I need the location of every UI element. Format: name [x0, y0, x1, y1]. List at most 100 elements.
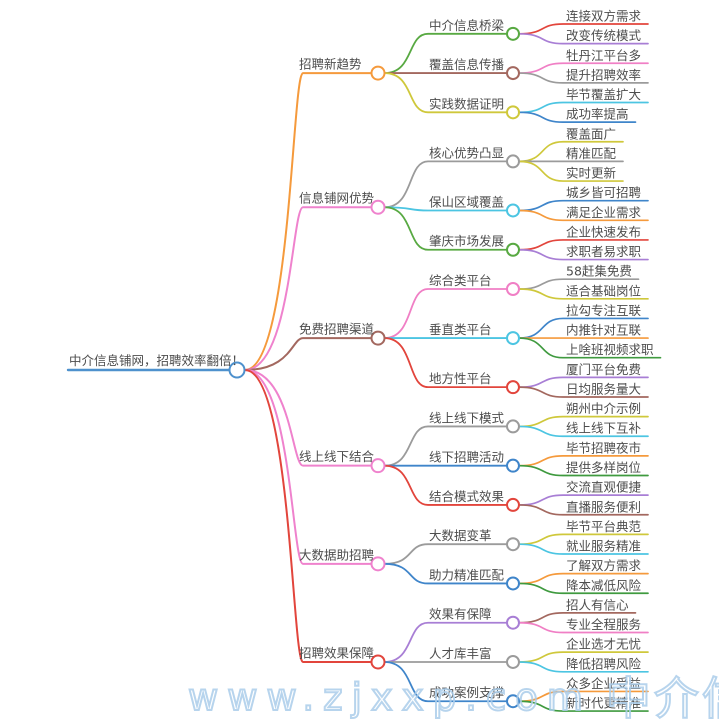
- node-collapse-handle[interactable]: [506, 458, 520, 473]
- node-collapse-handle[interactable]: [506, 694, 520, 709]
- leaf-topic[interactable]: 企业快速发布: [566, 224, 641, 239]
- subtopic[interactable]: 覆盖信息传播: [429, 57, 505, 72]
- leaf-topic[interactable]: 线上线下互补: [566, 421, 642, 436]
- node-collapse-handle[interactable]: [506, 331, 520, 346]
- node-collapse-handle[interactable]: [506, 537, 520, 552]
- leaf-topic[interactable]: 朔州中介示例: [566, 401, 641, 416]
- connector-line: [383, 543, 508, 565]
- branch-topic[interactable]: 信息铺网优势: [299, 191, 375, 206]
- leaf-topic[interactable]: 毕节覆盖扩大: [566, 87, 641, 102]
- subtopic[interactable]: 保山区域覆盖: [429, 194, 504, 209]
- leaf-topic[interactable]: 改变传统模式: [566, 28, 642, 43]
- connector-line: [518, 464, 649, 477]
- node-collapse-handle[interactable]: [370, 556, 386, 572]
- subtopic[interactable]: 地方性平台: [429, 371, 492, 386]
- node-collapse-handle[interactable]: [370, 65, 386, 81]
- leaf-topic[interactable]: 降本减低风险: [566, 578, 642, 593]
- subtopic[interactable]: 成功案例支撑: [429, 685, 505, 700]
- connector-line: [244, 369, 372, 467]
- leaf-topic[interactable]: 降低招聘风险: [566, 656, 642, 671]
- connector-line: [244, 72, 372, 371]
- leaf-topic[interactable]: 成功率提高: [566, 107, 629, 122]
- branch-topic[interactable]: 招聘效果保障: [299, 645, 374, 660]
- node-collapse-handle[interactable]: [370, 199, 386, 215]
- leaf-topic[interactable]: 拉勾专注互联: [566, 303, 642, 318]
- subtopic[interactable]: 大数据变革: [429, 528, 492, 543]
- connector-line: [518, 543, 649, 555]
- leaf-topic[interactable]: 交流直观便捷: [566, 480, 642, 495]
- subtopic[interactable]: 综合类平台: [429, 273, 492, 288]
- subtopic[interactable]: 线下招聘活动: [429, 450, 504, 465]
- connector-line: [383, 562, 508, 585]
- subtopic[interactable]: 线上线下模式: [429, 410, 505, 425]
- leaf-topic[interactable]: 众多企业受益: [566, 676, 641, 691]
- leaf-topic[interactable]: 毕节平台典范: [566, 519, 641, 534]
- subtopic[interactable]: 核心优势凸显: [429, 145, 504, 160]
- branch-topic[interactable]: 免费招聘渠道: [299, 322, 375, 337]
- subtopic[interactable]: 效果有保障: [429, 607, 492, 622]
- node-collapse-handle[interactable]: [506, 654, 520, 669]
- leaf-topic[interactable]: 实时更新: [566, 166, 616, 181]
- connector-line: [383, 425, 508, 467]
- node-collapse-handle[interactable]: [506, 26, 520, 41]
- leaf-topic[interactable]: 招人有信心: [566, 597, 629, 612]
- subtopic[interactable]: 中介信息桥梁: [429, 18, 505, 33]
- leaf-topic[interactable]: 58赶集免费: [566, 264, 632, 279]
- central-topic[interactable]: 中介信息铺网，招聘效率翻倍！: [69, 353, 244, 368]
- node-collapse-handle[interactable]: [506, 203, 520, 218]
- connector-line: [518, 661, 649, 673]
- node-collapse-handle[interactable]: [506, 242, 520, 257]
- leaf-topic[interactable]: 覆盖面广: [566, 126, 616, 141]
- node-collapse-handle[interactable]: [506, 576, 520, 591]
- subtopic[interactable]: 人才库丰富: [429, 646, 492, 661]
- node-collapse-handle[interactable]: [228, 361, 246, 379]
- node-collapse-handle[interactable]: [506, 66, 520, 81]
- leaf-topic[interactable]: 专业全程服务: [566, 617, 641, 632]
- leaf-topic[interactable]: 上啥班视频求职: [566, 342, 654, 357]
- leaf-topic[interactable]: 连接双方需求: [566, 9, 642, 24]
- node-collapse-handle[interactable]: [506, 497, 520, 512]
- subtopic[interactable]: 助力精准匹配: [429, 567, 505, 582]
- node-collapse-handle[interactable]: [370, 458, 386, 474]
- node-collapse-handle[interactable]: [370, 330, 386, 346]
- leaf-topic[interactable]: 日均服务量大: [566, 381, 641, 396]
- node-collapse-handle[interactable]: [506, 380, 520, 395]
- node-collapse-handle[interactable]: [506, 282, 520, 297]
- leaf-topic[interactable]: 满足企业需求: [566, 205, 642, 220]
- branch-topic[interactable]: 线上线下结合: [299, 449, 375, 464]
- connector-line: [518, 700, 649, 712]
- connector-line: [383, 464, 508, 506]
- leaf-topic[interactable]: 求职者易求职: [566, 244, 641, 259]
- leaf-topic[interactable]: 牡丹江平台多: [566, 48, 641, 63]
- connector-line: [383, 206, 508, 251]
- leaf-topic[interactable]: 了解双方需求: [566, 558, 642, 573]
- leaf-topic[interactable]: 企业选才无忧: [566, 637, 641, 652]
- node-collapse-handle[interactable]: [506, 154, 520, 169]
- leaf-topic[interactable]: 新时代更精准: [566, 696, 641, 711]
- node-collapse-handle[interactable]: [370, 654, 386, 670]
- leaf-topic[interactable]: 精准匹配: [566, 146, 617, 161]
- node-collapse-handle[interactable]: [506, 615, 520, 630]
- node-collapse-handle[interactable]: [506, 105, 520, 120]
- connector-line: [518, 32, 649, 45]
- leaf-topic[interactable]: 就业服务精准: [566, 539, 641, 554]
- connector-line: [244, 369, 372, 565]
- node-collapse-handle[interactable]: [506, 419, 520, 434]
- leaf-topic[interactable]: 直播服务便利: [566, 499, 641, 514]
- leaf-topic[interactable]: 适合基础岗位: [566, 283, 641, 298]
- subtopic[interactable]: 肇庆市场发展: [429, 234, 504, 249]
- leaf-topic[interactable]: 城乡皆可招聘: [566, 185, 641, 200]
- leaf-topic[interactable]: 内推针对互联: [566, 323, 642, 338]
- branch-topic[interactable]: 招聘新趋势: [299, 57, 362, 72]
- subtopic[interactable]: 垂直类平台: [429, 322, 492, 337]
- leaf-topic[interactable]: 提供多样岗位: [566, 460, 641, 475]
- leaf-topic[interactable]: 毕节招聘夜市: [566, 440, 641, 455]
- subtopic[interactable]: 结合模式效果: [429, 489, 505, 504]
- leaf-topic[interactable]: 厦门平台免费: [566, 362, 641, 377]
- branch-topic[interactable]: 大数据助招聘: [299, 547, 374, 562]
- subtopic[interactable]: 实践数据证明: [429, 96, 504, 111]
- connector-line: [383, 72, 508, 114]
- leaf-topic[interactable]: 提升招聘效率: [566, 67, 641, 82]
